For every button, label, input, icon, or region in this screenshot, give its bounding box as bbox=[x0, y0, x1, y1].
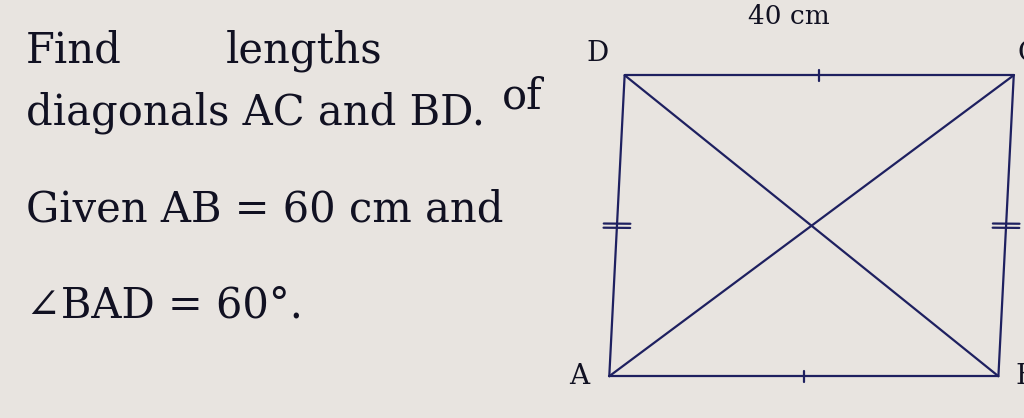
Text: diagonals AC and BD.: diagonals AC and BD. bbox=[26, 92, 484, 135]
Text: B: B bbox=[1016, 363, 1024, 390]
Text: lengths: lengths bbox=[225, 29, 382, 72]
Text: C: C bbox=[1018, 40, 1024, 67]
Text: Given AB = 60 cm and: Given AB = 60 cm and bbox=[26, 188, 503, 230]
Text: Find: Find bbox=[26, 29, 122, 71]
Text: D: D bbox=[586, 40, 608, 67]
Text: 40 cm: 40 cm bbox=[748, 4, 829, 29]
Text: A: A bbox=[568, 363, 589, 390]
Text: of: of bbox=[502, 75, 543, 117]
Text: ∠BAD = 60°.: ∠BAD = 60°. bbox=[26, 284, 302, 326]
